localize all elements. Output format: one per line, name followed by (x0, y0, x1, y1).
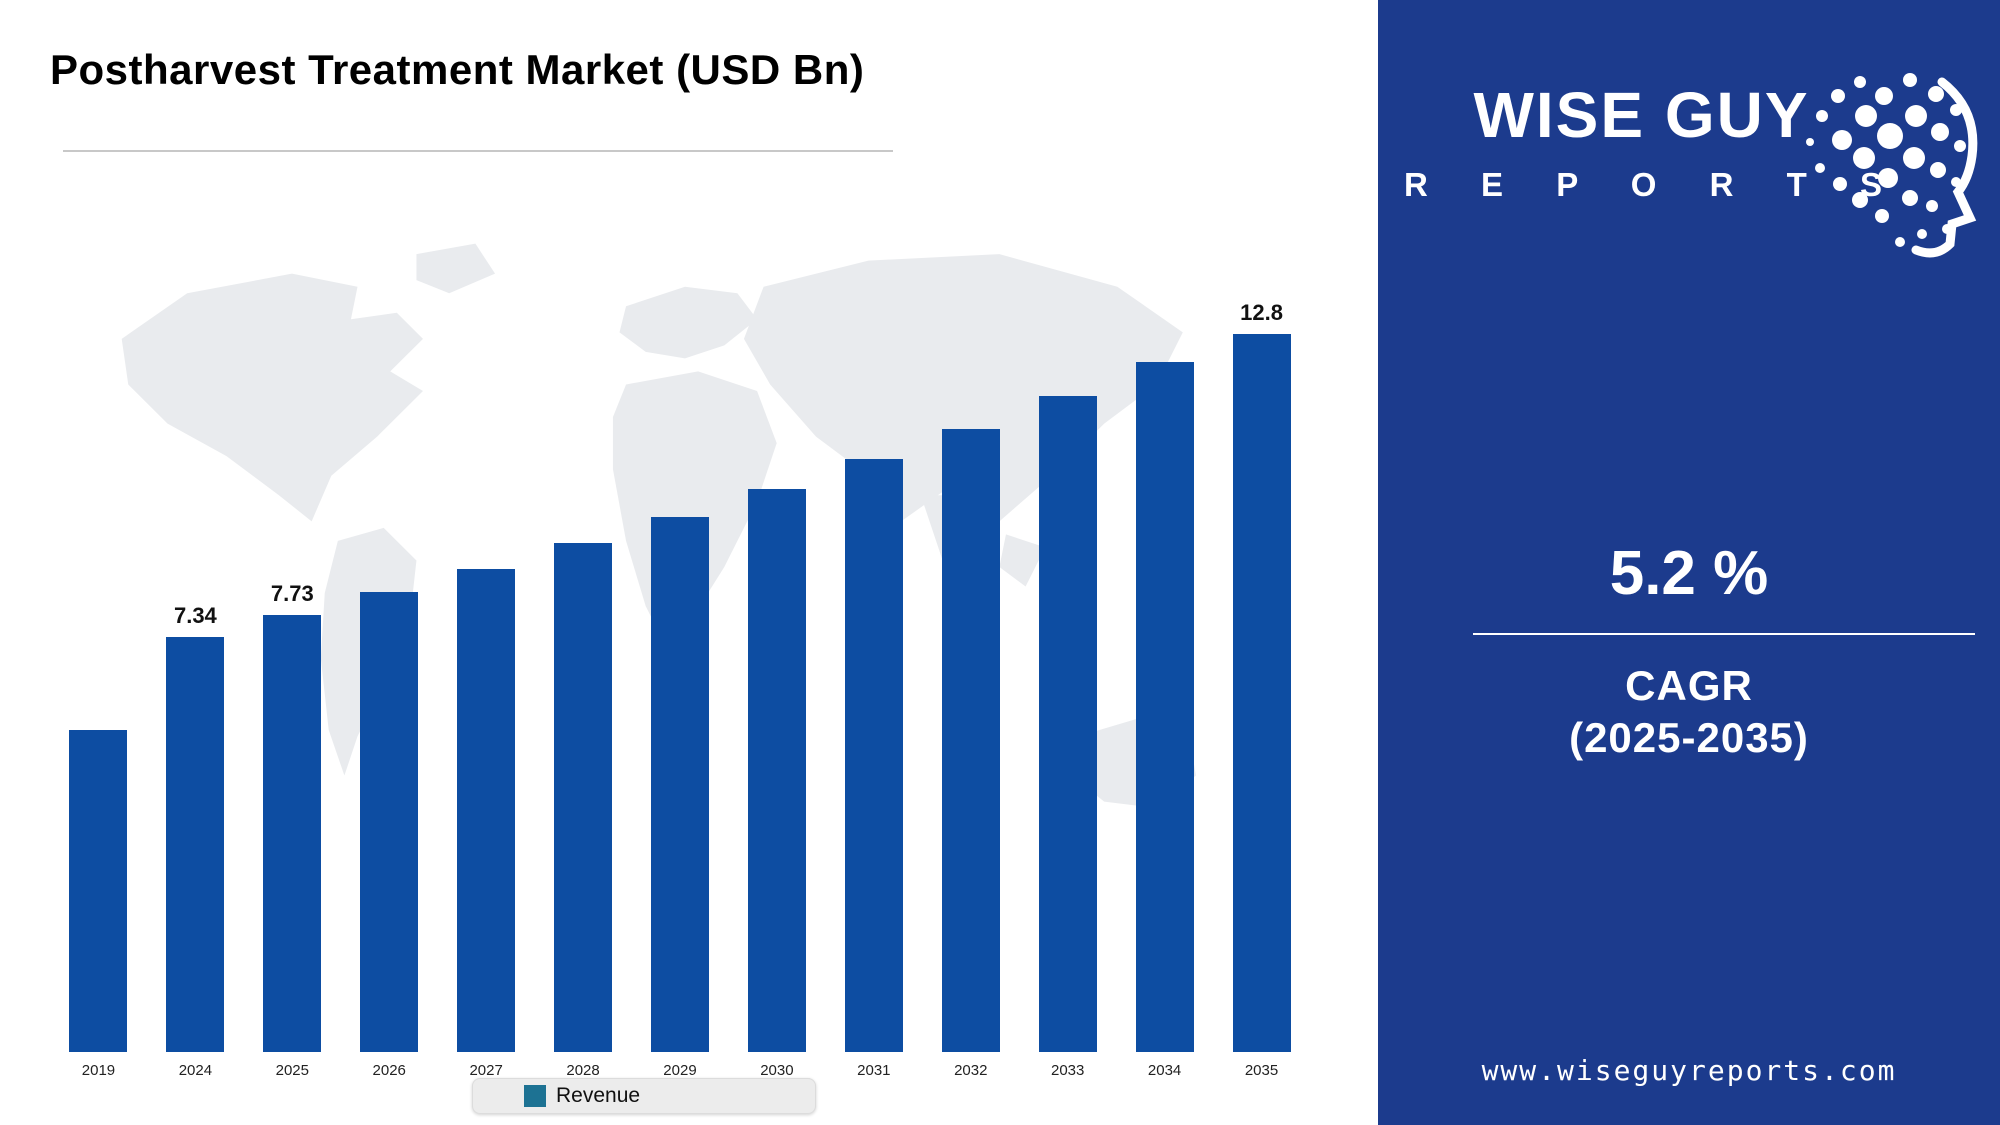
legend[interactable]: Revenue (472, 1078, 816, 1114)
x-axis-label-2033: 2033 (1050, 1062, 1085, 1079)
x-axis-label-2031: 2031 (857, 1062, 891, 1079)
bar-2028 (554, 543, 613, 1052)
legend-label: Revenue (556, 1084, 641, 1107)
bar-column-2031 (825, 300, 922, 1052)
bar-2035 (1232, 334, 1291, 1052)
bar-value-label-2024: 7.34 (173, 603, 217, 628)
bar-2031 (844, 459, 903, 1052)
bar-column-2029 (632, 300, 729, 1052)
bar-column-2034 (1116, 300, 1213, 1052)
bar-2025 (263, 615, 322, 1052)
bar-2026 (360, 592, 419, 1052)
bar-2029 (650, 517, 709, 1052)
page-title: Postharvest Treatment Market (USD Bn) (50, 46, 865, 93)
bar-2030 (747, 489, 806, 1052)
bar-column-2027 (438, 300, 535, 1052)
bar-2032 (941, 429, 1000, 1052)
bar-2024 (166, 637, 225, 1052)
x-axis-label-2026: 2026 (372, 1062, 406, 1079)
x-axis-label-2025: 2025 (275, 1062, 309, 1079)
bar-column-2035: 12.8 (1213, 300, 1310, 1052)
bar-column-2028 (535, 300, 632, 1052)
bar-column-2032 (922, 300, 1019, 1052)
bar-value-label-2025: 7.73 (270, 581, 314, 606)
wise-guy-logo: WISE GUY R E P O R T S (1378, 73, 2000, 258)
logo-text-sub: R E P O R T S (1404, 166, 1904, 203)
x-axis-label-2027: 2027 (469, 1062, 503, 1079)
x-axis-label-2029: 2029 (663, 1062, 697, 1079)
bar-column-2024: 7.34 (147, 300, 244, 1052)
cagr-label: CAGR (1625, 662, 1753, 709)
cagr-period: (2025-2035) (1569, 714, 1809, 761)
title-divider (63, 150, 893, 152)
bar-column-2026 (341, 300, 438, 1052)
x-axis-label-2032: 2032 (954, 1062, 988, 1079)
bar-2019 (69, 730, 128, 1052)
bar-column-2019 (50, 300, 147, 1052)
sidebar: WISE GUY R E P O R T S 5.2 % (1378, 0, 2000, 1125)
x-axis-label-2035: 2035 (1244, 1062, 1279, 1079)
x-axis-label-2034: 2034 (1147, 1062, 1182, 1079)
bar-value-label-2035: 12.8 (1240, 300, 1283, 325)
website-url[interactable]: www.wiseguyreports.com (1481, 1054, 1897, 1087)
bar-chart: 7.34 7.73 12.8 (50, 300, 1310, 1052)
x-axis-label-2019: 2019 (81, 1062, 116, 1079)
logo-text-main: WISE GUY (1473, 79, 1810, 151)
x-axis-label-2030: 2030 (760, 1062, 794, 1079)
x-axis: 2019 2024 2025 2026 2027 2028 2029 2030 2031 2032… (50, 1062, 1310, 1079)
bar-2027 (457, 569, 516, 1052)
cagr-value: 5.2 % (1609, 539, 1769, 608)
bar-column-2030 (728, 300, 825, 1052)
bar-2034 (1135, 362, 1194, 1052)
legend-swatch-icon (524, 1085, 546, 1107)
dotted-head-icon (1806, 73, 1978, 258)
x-axis-label-2024: 2024 (178, 1062, 213, 1079)
cagr-divider (1473, 633, 1975, 635)
x-axis-label-2028: 2028 (566, 1062, 600, 1079)
bar-column-2025: 7.73 (244, 300, 341, 1052)
bar-column-2033 (1019, 300, 1116, 1052)
bar-2033 (1038, 396, 1097, 1052)
chart-area: Postharvest Treatment Market (USD Bn) 7.… (50, 46, 1310, 1114)
